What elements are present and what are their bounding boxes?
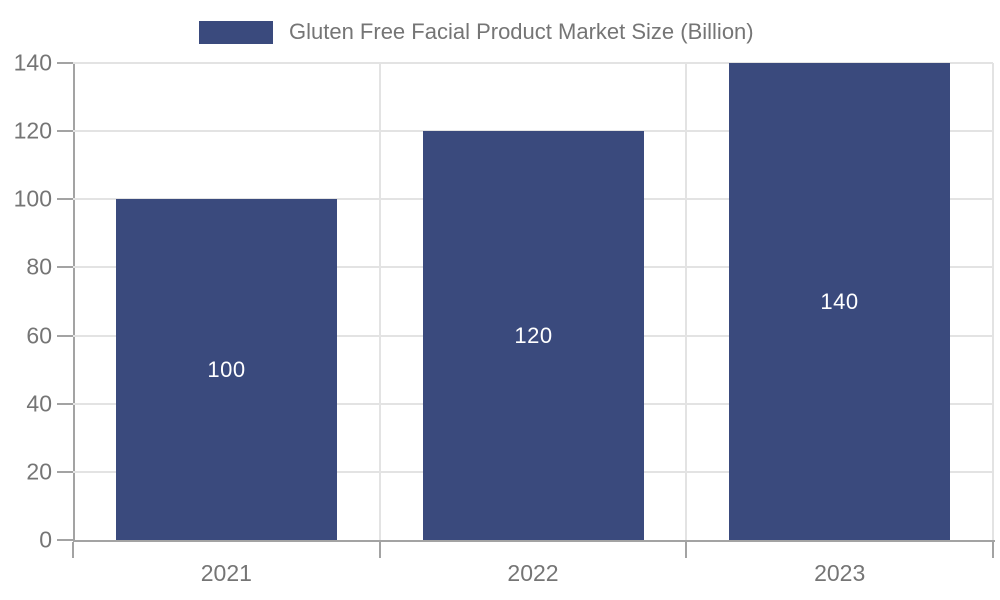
y-axis-tick-label: 100: [13, 185, 52, 212]
bar-value-label: 140: [820, 288, 859, 314]
plot-area: [73, 63, 995, 542]
bar[interactable]: 140: [729, 63, 950, 540]
y-axis-tick: [57, 402, 73, 405]
x-axis-tick: [685, 542, 688, 558]
x-axis-category-label: 2021: [200, 560, 252, 586]
y-axis-tick-label: 20: [26, 458, 52, 485]
y-axis-tick: [57, 539, 73, 541]
y-axis-tick: [57, 266, 73, 269]
gridline-vertical: [378, 63, 381, 540]
gridline-vertical: [992, 63, 994, 540]
x-axis-tick: [992, 542, 994, 558]
y-axis-tick: [57, 62, 73, 64]
y-axis-tick: [57, 130, 73, 133]
x-axis-tick: [72, 542, 74, 558]
gridline-vertical: [685, 63, 688, 540]
x-axis-category-label: 2022: [507, 560, 559, 586]
y-axis-tick-label: 40: [26, 390, 52, 417]
y-axis-tick: [57, 334, 73, 337]
gridline-horizontal: [73, 62, 993, 64]
bar-value-label: 100: [207, 356, 246, 382]
x-axis-tick: [378, 542, 381, 558]
y-axis-tick-label: 80: [26, 253, 52, 280]
bar-value-label: 120: [514, 322, 553, 348]
y-axis-tick: [57, 470, 73, 473]
legend-label: Gluten Free Facial Product Market Size (…: [289, 19, 754, 44]
y-axis-tick-label: 140: [13, 49, 52, 76]
bar[interactable]: 100: [116, 199, 337, 540]
y-axis-tick-label: 0: [39, 526, 52, 553]
bar[interactable]: 120: [423, 131, 644, 540]
x-axis-category-label: 2023: [814, 560, 866, 586]
y-axis-tick-label: 60: [26, 322, 52, 349]
y-axis-tick: [57, 198, 73, 201]
legend-swatch: [199, 20, 273, 44]
y-axis-tick-label: 120: [13, 117, 52, 144]
legend[interactable]: Gluten Free Facial Product Market Size (…: [199, 15, 754, 49]
